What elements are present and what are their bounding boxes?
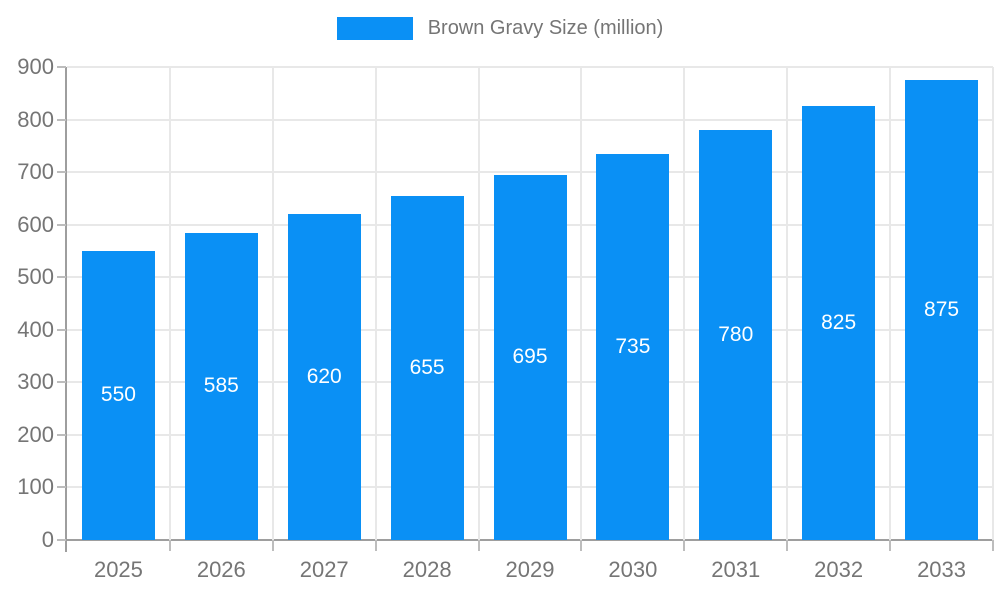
x-gridline bbox=[992, 67, 994, 540]
x-axis-tick bbox=[786, 540, 789, 551]
y-gridline bbox=[67, 66, 993, 68]
bar-value-label: 780 bbox=[718, 323, 754, 347]
x-axis-tick bbox=[168, 540, 171, 551]
x-axis-tick bbox=[992, 540, 994, 551]
y-axis-tick-label: 0 bbox=[41, 527, 54, 552]
x-axis-tick bbox=[374, 540, 377, 551]
x-axis-tick-label: 2027 bbox=[299, 557, 349, 582]
x-gridline bbox=[477, 67, 480, 540]
x-gridline bbox=[786, 67, 789, 540]
legend-swatch bbox=[336, 17, 413, 40]
y-axis-tick bbox=[57, 486, 66, 489]
x-axis-line bbox=[58, 539, 993, 541]
x-axis-tick-label: 2028 bbox=[402, 557, 452, 582]
bar[interactable]: 620 bbox=[287, 214, 361, 540]
x-axis-tick bbox=[580, 540, 583, 551]
y-axis-tick bbox=[57, 539, 66, 541]
y-axis-tick bbox=[57, 433, 66, 436]
bar[interactable]: 825 bbox=[802, 106, 876, 540]
y-axis-tick-label: 200 bbox=[17, 421, 54, 447]
y-axis-tick bbox=[57, 223, 66, 226]
bar[interactable]: 550 bbox=[81, 250, 155, 540]
bar-value-label: 585 bbox=[203, 374, 239, 398]
x-axis-tick-label: 2029 bbox=[505, 557, 555, 582]
bar[interactable]: 695 bbox=[493, 174, 567, 540]
x-gridline bbox=[889, 67, 892, 540]
x-axis-tick-label: 2032 bbox=[814, 557, 864, 582]
x-axis-tick-label: 2026 bbox=[196, 557, 246, 582]
y-axis-tick-label: 500 bbox=[17, 264, 54, 290]
y-axis-tick-label: 100 bbox=[17, 474, 54, 500]
bar-value-label: 620 bbox=[306, 365, 342, 389]
y-axis-tick bbox=[57, 328, 66, 331]
bar-value-label: 550 bbox=[100, 383, 136, 407]
bar[interactable]: 875 bbox=[905, 80, 979, 540]
x-gridline bbox=[271, 67, 274, 540]
bar-value-label: 875 bbox=[924, 298, 960, 322]
y-axis-line bbox=[65, 67, 67, 552]
y-axis-tick bbox=[57, 118, 66, 121]
x-gridline bbox=[168, 67, 171, 540]
y-axis-tick-label: 700 bbox=[17, 159, 54, 185]
bar-value-label: 735 bbox=[615, 334, 651, 358]
bar-value-label: 695 bbox=[512, 345, 548, 369]
y-axis-tick bbox=[57, 66, 66, 68]
y-axis-tick bbox=[57, 276, 66, 279]
y-axis-tick-label: 300 bbox=[17, 369, 54, 395]
bar[interactable]: 585 bbox=[184, 232, 258, 540]
y-gridline bbox=[67, 118, 993, 121]
x-axis-tick-label: 2030 bbox=[608, 557, 658, 582]
x-axis-tick-label: 2033 bbox=[917, 557, 967, 582]
x-axis-tick bbox=[271, 540, 274, 551]
x-axis-tick-label: 2025 bbox=[93, 557, 143, 582]
y-axis-tick-label: 800 bbox=[17, 106, 54, 132]
x-axis-tick-label: 2031 bbox=[711, 557, 761, 582]
x-axis-tick bbox=[889, 540, 892, 551]
y-gridline bbox=[67, 171, 993, 174]
x-gridline bbox=[683, 67, 686, 540]
x-axis-tick bbox=[683, 540, 686, 551]
legend[interactable]: Brown Gravy Size (million) bbox=[0, 17, 1000, 40]
bar[interactable]: 780 bbox=[699, 130, 773, 540]
bar-value-label: 655 bbox=[409, 355, 445, 379]
y-axis-tick-label: 900 bbox=[17, 54, 54, 79]
y-axis-tick bbox=[57, 171, 66, 174]
y-axis-tick-label: 600 bbox=[17, 211, 54, 237]
y-axis-tick bbox=[57, 381, 66, 384]
bar[interactable]: 735 bbox=[596, 153, 670, 540]
y-axis-tick-label: 400 bbox=[17, 316, 54, 342]
x-gridline bbox=[580, 67, 583, 540]
x-axis-tick bbox=[477, 540, 480, 551]
bar[interactable]: 655 bbox=[390, 195, 464, 540]
legend-label: Brown Gravy Size (million) bbox=[427, 17, 664, 39]
bar-value-label: 825 bbox=[821, 311, 857, 335]
x-gridline bbox=[374, 67, 377, 540]
